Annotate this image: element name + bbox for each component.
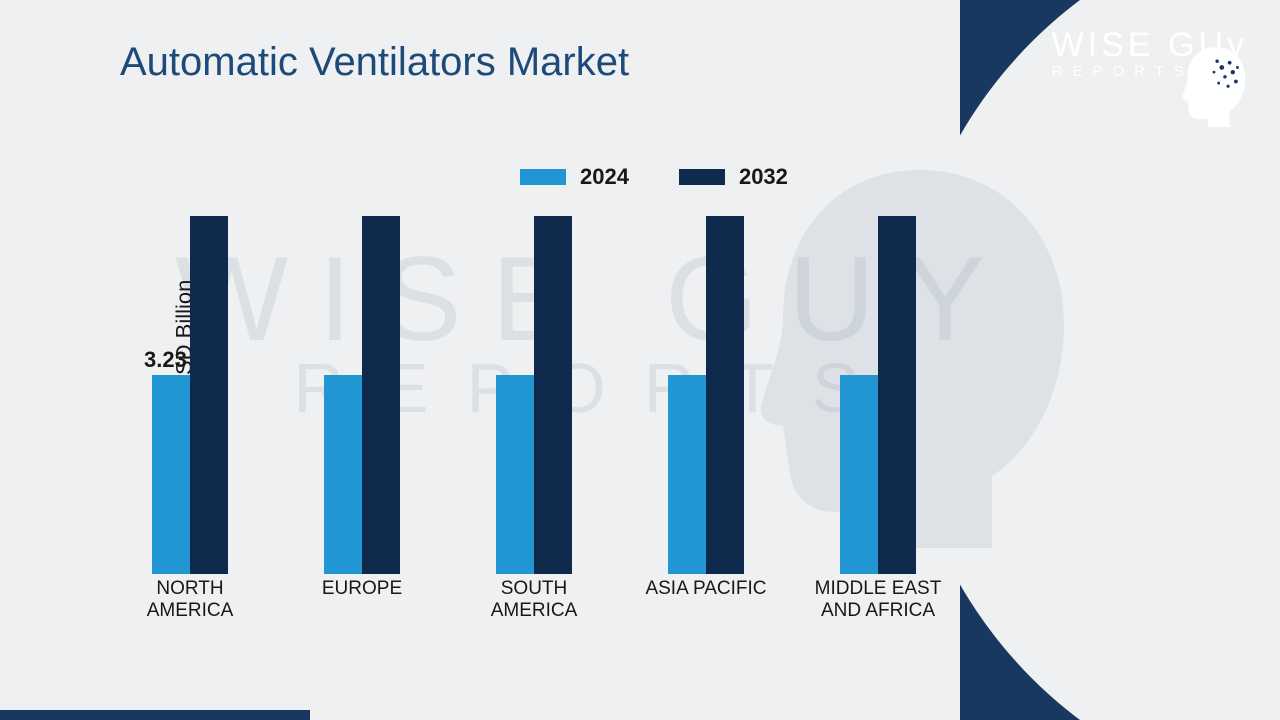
bar: [878, 216, 916, 574]
value-label: 3.23: [144, 347, 187, 373]
bar: [362, 216, 400, 574]
legend-swatch: [520, 169, 566, 185]
bar: [668, 375, 706, 574]
legend-swatch: [679, 169, 725, 185]
x-axis-label: ASIA PACIFIC: [641, 578, 771, 600]
chart-title: Automatic Ventilators Market: [120, 40, 629, 85]
legend: 2024 2032: [520, 164, 788, 190]
logo-head-icon: [1174, 44, 1254, 130]
plot-area: [96, 204, 966, 574]
bar-group: [668, 216, 744, 574]
bar: [324, 375, 362, 574]
x-axis-label: MIDDLE EAST AND AFRICA: [813, 578, 943, 622]
bottom-accent-bar: [0, 710, 310, 720]
x-axis-label: NORTH AMERICA: [125, 578, 255, 622]
bar: [706, 216, 744, 574]
bar: [496, 375, 534, 574]
bar-group: [324, 216, 400, 574]
brand-logo: WISE GUy REPORTS: [1052, 26, 1248, 80]
bar: [840, 375, 878, 574]
bar-group: [840, 216, 916, 574]
chart-stage: WISE GUY REPORTS Automatic Ventilators M…: [0, 0, 1280, 720]
legend-label: 2024: [580, 164, 629, 190]
x-axis-label: SOUTH AMERICA: [469, 578, 599, 622]
legend-label: 2032: [739, 164, 788, 190]
bar: [190, 216, 228, 574]
bar-group: [152, 216, 228, 574]
bar: [534, 216, 572, 574]
legend-item: 2024: [520, 164, 629, 190]
x-axis-label: EUROPE: [297, 578, 427, 600]
bar-group: [496, 216, 572, 574]
legend-item: 2032: [679, 164, 788, 190]
bar: [152, 375, 190, 574]
